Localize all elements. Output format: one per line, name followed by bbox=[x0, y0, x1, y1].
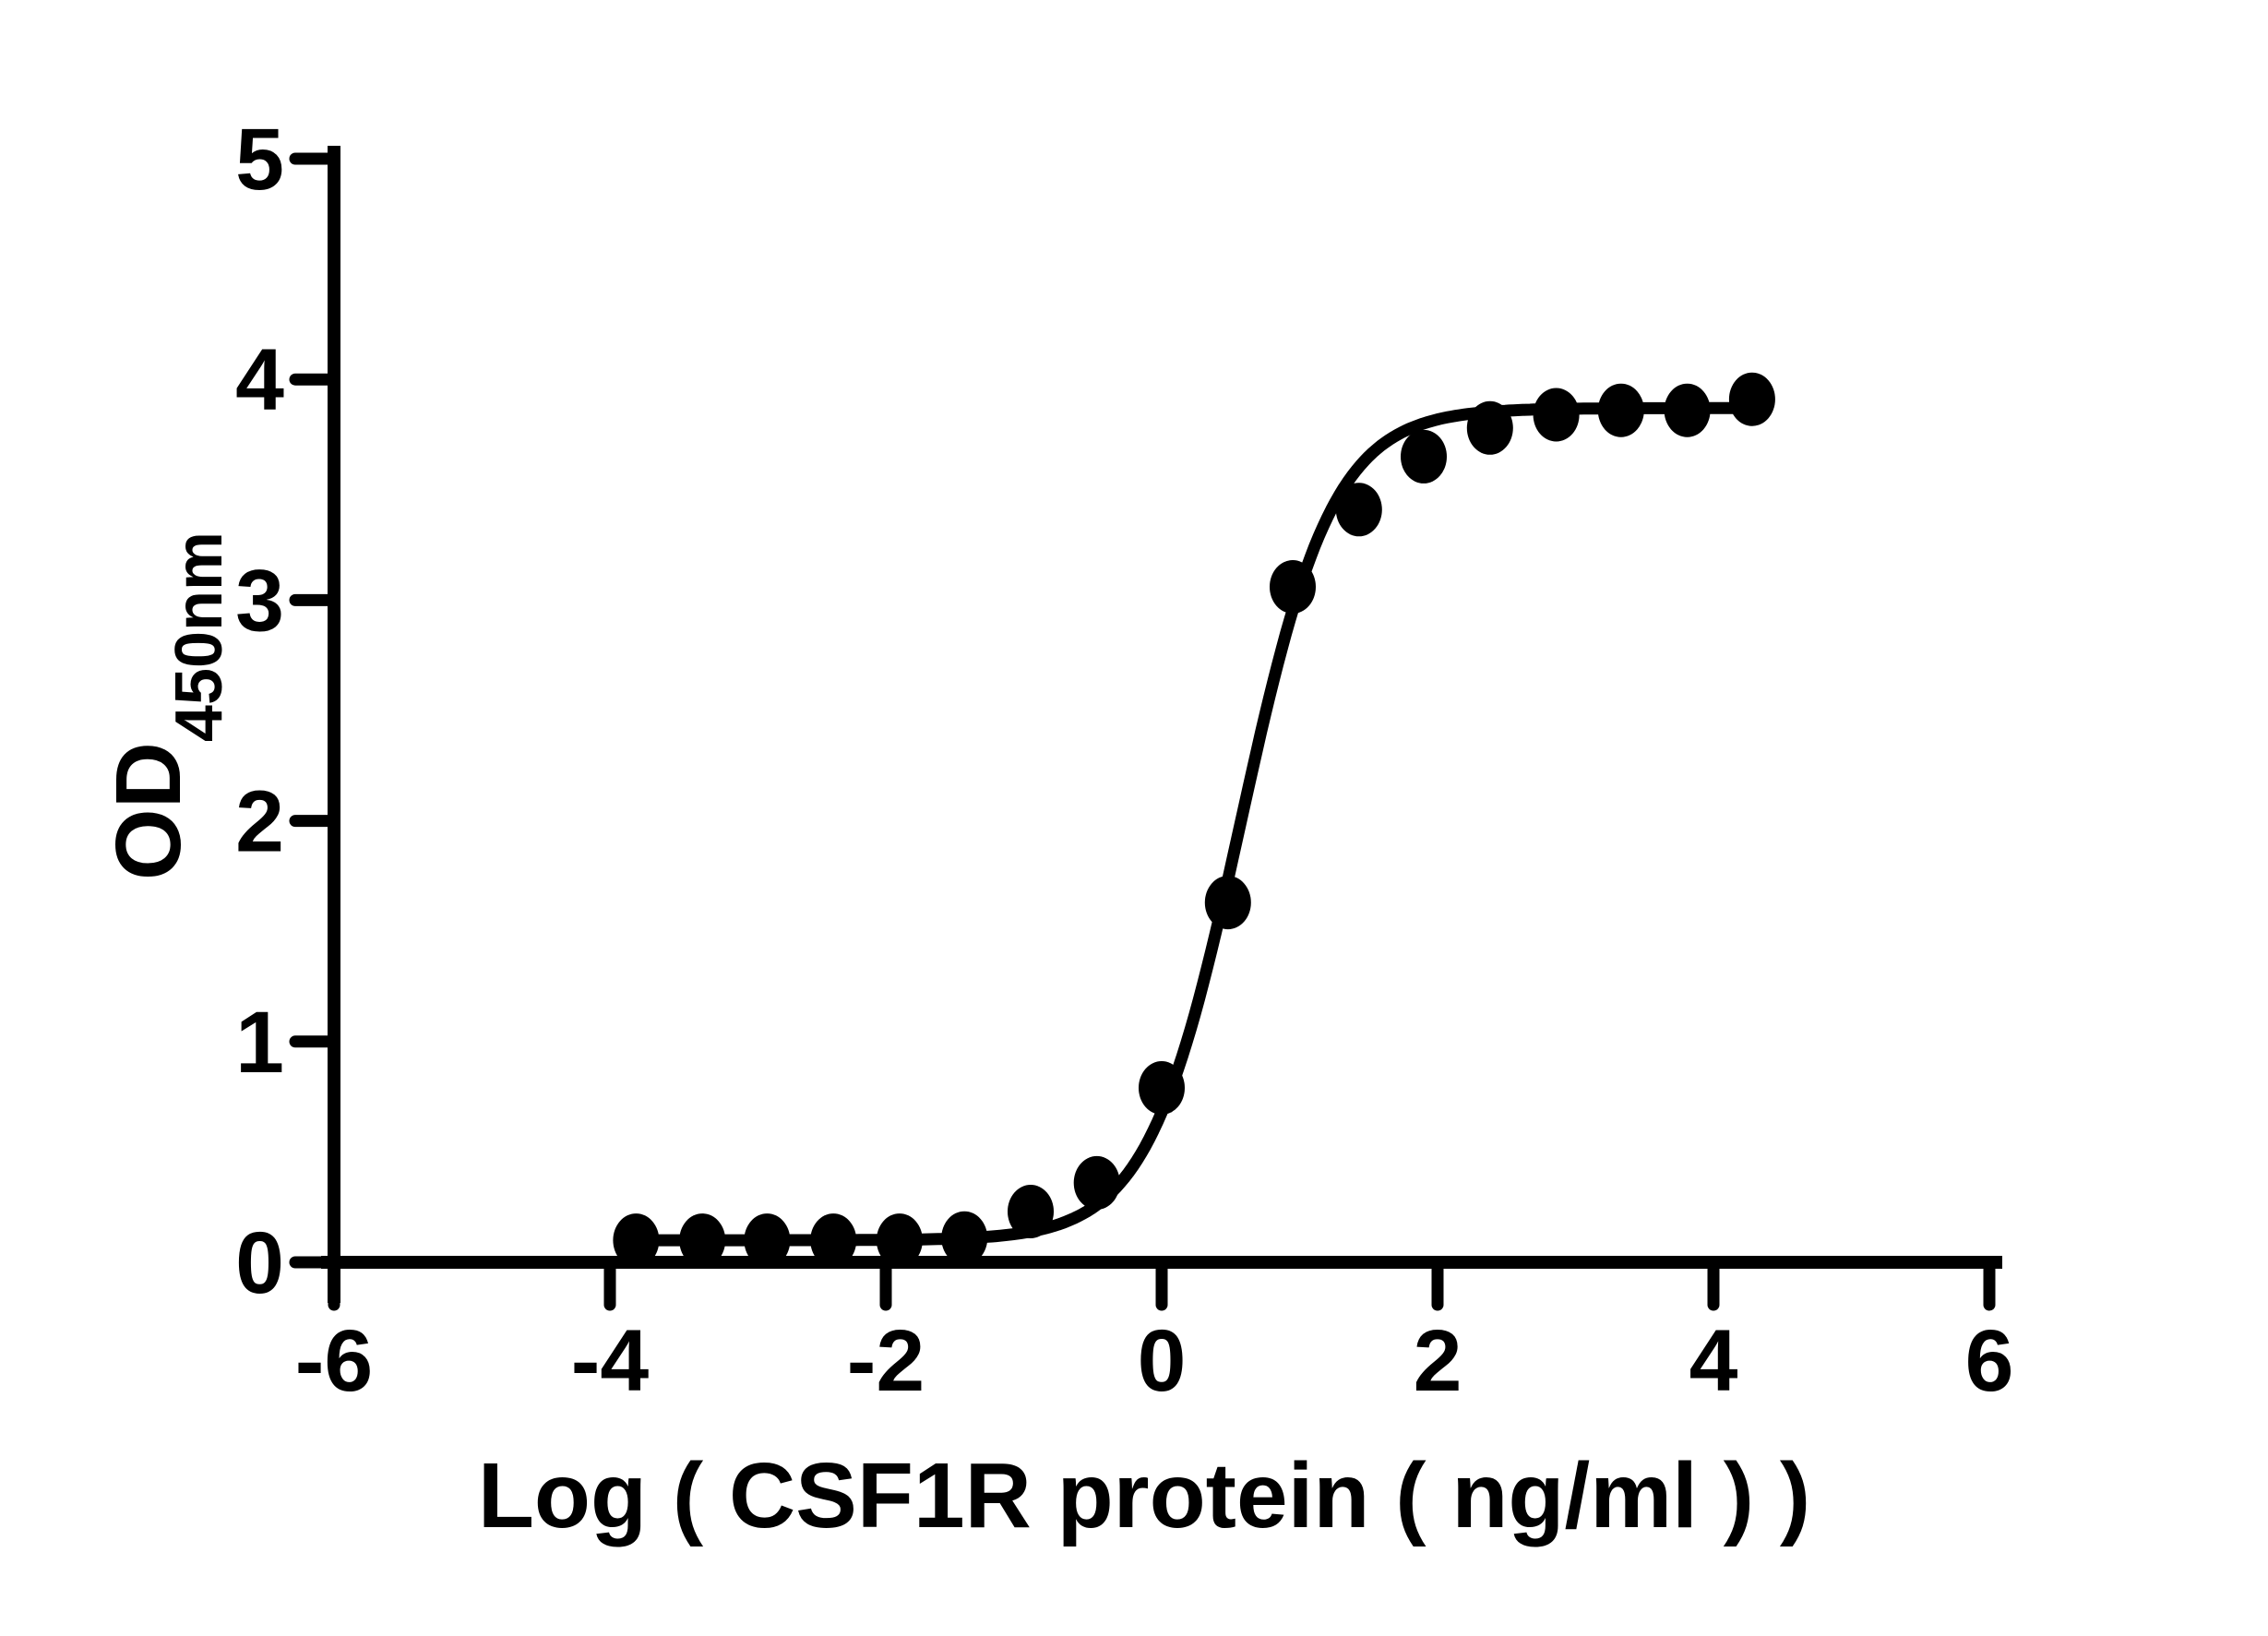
x-tick-label: 2 bbox=[1414, 1312, 1462, 1410]
data-point bbox=[1466, 400, 1513, 455]
data-point bbox=[1139, 1061, 1185, 1115]
data-point bbox=[1335, 483, 1382, 537]
x-tick-label: -6 bbox=[295, 1312, 373, 1410]
x-axis-ticks: -6 -4 -2 0 2 4 6 bbox=[295, 1256, 2014, 1410]
data-points bbox=[613, 372, 1775, 1268]
y-axis-ticks: 0 1 2 3 4 5 bbox=[235, 111, 337, 1312]
y-tick-label: 0 bbox=[235, 1214, 284, 1312]
data-point bbox=[1073, 1155, 1120, 1210]
data-point bbox=[1597, 383, 1644, 437]
data-series bbox=[613, 372, 1775, 1268]
y-tick-label: 3 bbox=[235, 552, 284, 650]
data-point bbox=[1664, 383, 1711, 437]
data-point bbox=[679, 1213, 726, 1268]
y-tick-label: 5 bbox=[235, 111, 284, 209]
data-point bbox=[744, 1213, 791, 1268]
data-point bbox=[876, 1213, 923, 1268]
data-point bbox=[1008, 1185, 1054, 1238]
y-tick-label: 2 bbox=[235, 773, 284, 871]
data-point bbox=[810, 1213, 857, 1268]
x-axis-title: Log ( CSF1R protein ( ng/ml ) ) bbox=[478, 1444, 1810, 1547]
data-point bbox=[1270, 560, 1316, 614]
fit-curve-line bbox=[629, 401, 1756, 1247]
x-tick-label: 0 bbox=[1138, 1312, 1187, 1410]
x-tick-label: -4 bbox=[571, 1312, 650, 1410]
x-tick-label: 6 bbox=[1965, 1312, 2014, 1410]
x-tick-label: -2 bbox=[847, 1312, 925, 1410]
y-axis-title-subscript: 450nm bbox=[162, 531, 236, 742]
y-axis-title: OD450nm bbox=[97, 531, 236, 880]
data-point bbox=[1204, 876, 1251, 930]
data-point bbox=[941, 1211, 988, 1265]
data-point bbox=[1533, 388, 1580, 442]
x-tick-label: 4 bbox=[1689, 1312, 1738, 1410]
data-point bbox=[1728, 372, 1775, 426]
data-point bbox=[1401, 429, 1447, 484]
y-tick-label: 1 bbox=[235, 994, 284, 1092]
y-tick-label: 4 bbox=[235, 331, 284, 429]
data-point bbox=[613, 1213, 660, 1268]
y-axis-title-main: OD bbox=[97, 742, 200, 880]
